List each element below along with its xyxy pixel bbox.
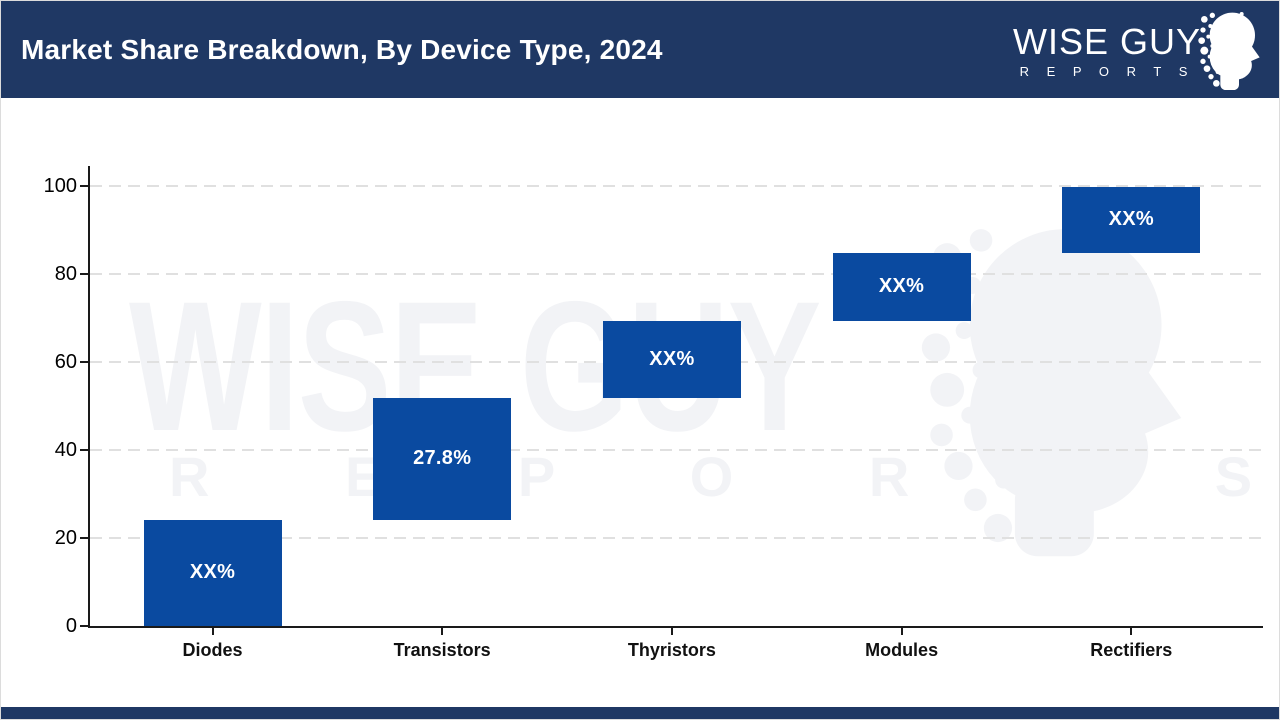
bar-modules: XX% bbox=[832, 252, 971, 322]
x-axis-tick bbox=[670, 628, 673, 635]
x-axis-category-label: Modules bbox=[865, 640, 939, 660]
bar-value-label: 27.8% bbox=[413, 447, 472, 470]
y-axis-tick-label: 40 bbox=[54, 439, 77, 461]
footer-bar bbox=[1, 707, 1279, 719]
y-axis-tick-label: 60 bbox=[54, 351, 77, 373]
y-axis-tick bbox=[80, 625, 88, 627]
bar-value-label: XX% bbox=[1108, 208, 1154, 231]
x-axis-tick bbox=[900, 628, 903, 635]
y-axis-tick bbox=[80, 449, 88, 451]
bar-value-label: XX% bbox=[649, 347, 695, 370]
x-axis-tick bbox=[1130, 628, 1133, 635]
gridline bbox=[90, 537, 1263, 539]
logo-wordmark: WISE GUY bbox=[1012, 20, 1201, 62]
x-axis-tick bbox=[441, 628, 444, 635]
logo-head-icon bbox=[1198, 12, 1260, 90]
x-axis-tick bbox=[211, 628, 214, 635]
page-title: Market Share Breakdown, By Device Type, … bbox=[21, 33, 663, 65]
y-axis-tick bbox=[80, 537, 88, 539]
brand-logo: WISE GUY R E P O R T S bbox=[1013, 7, 1267, 93]
bar-diodes: XX% bbox=[143, 519, 282, 626]
y-axis-line bbox=[88, 166, 90, 628]
y-axis-tick bbox=[80, 185, 88, 187]
y-axis-tick-label: 20 bbox=[54, 527, 77, 549]
x-axis-category-label: Thyristors bbox=[627, 640, 716, 660]
header-bar: Market Share Breakdown, By Device Type, … bbox=[1, 1, 1279, 98]
gridline bbox=[90, 185, 1263, 187]
y-axis-tick-label: 0 bbox=[65, 615, 77, 637]
gridline bbox=[90, 449, 1263, 451]
x-axis-category-label: Diodes bbox=[182, 640, 243, 660]
bar-value-label: XX% bbox=[878, 275, 925, 298]
y-axis-tick bbox=[80, 273, 88, 275]
bar-transistors: 27.8% bbox=[373, 397, 512, 520]
bar-thyristors: XX% bbox=[602, 321, 741, 398]
x-axis-line bbox=[88, 626, 1263, 628]
y-axis-tick bbox=[80, 361, 88, 363]
bar-value-label: XX% bbox=[189, 561, 236, 584]
x-axis-category-label: Transistors bbox=[393, 640, 491, 660]
y-axis-tick-label: 100 bbox=[43, 175, 77, 197]
x-axis-category-label: Rectifiers bbox=[1090, 640, 1173, 660]
bar-rectifiers: XX% bbox=[1062, 186, 1201, 253]
gridline bbox=[90, 273, 1263, 275]
y-axis-tick-label: 80 bbox=[54, 263, 77, 285]
logo-subtitle: R E P O R T S bbox=[1019, 63, 1195, 79]
